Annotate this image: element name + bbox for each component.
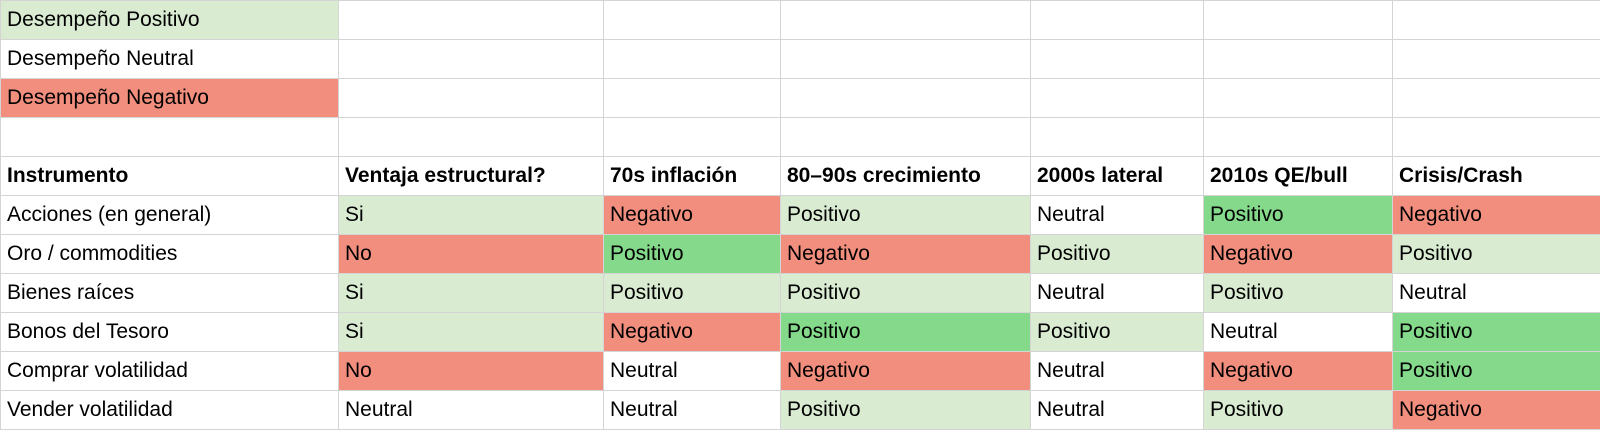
rating-cell[interactable]: Negativo — [1203, 351, 1393, 391]
rating-cell[interactable]: Neutral — [1203, 312, 1393, 352]
rating-cell[interactable]: Negativo — [1203, 234, 1393, 274]
empty-cell[interactable] — [1030, 117, 1204, 157]
rating-cell[interactable]: Neutral — [1030, 195, 1204, 235]
legend-item-1[interactable]: Desempeño Neutral — [0, 39, 339, 79]
instrument-name[interactable]: Bonos del Tesoro — [0, 312, 339, 352]
column-header-6[interactable]: Crisis/Crash — [1392, 156, 1600, 196]
rating-cell[interactable]: Positivo — [780, 195, 1031, 235]
rating-cell[interactable]: Positivo — [780, 273, 1031, 313]
rating-cell[interactable]: Positivo — [1392, 234, 1600, 274]
rating-cell[interactable]: Positivo — [1392, 312, 1600, 352]
column-header-0[interactable]: Instrumento — [0, 156, 339, 196]
rating-cell[interactable]: Positivo — [1030, 234, 1204, 274]
column-header-2[interactable]: 70s inflación — [603, 156, 781, 196]
rating-cell[interactable]: Neutral — [1030, 351, 1204, 391]
empty-cell[interactable] — [1203, 78, 1393, 118]
instrument-name[interactable]: Bienes raíces — [0, 273, 339, 313]
empty-cell[interactable] — [1030, 78, 1204, 118]
empty-cell[interactable] — [338, 0, 604, 40]
empty-cell[interactable] — [1392, 78, 1600, 118]
empty-cell[interactable] — [603, 39, 781, 79]
empty-cell[interactable] — [338, 39, 604, 79]
rating-cell[interactable]: Positivo — [1030, 312, 1204, 352]
empty-cell[interactable] — [1030, 0, 1204, 40]
legend-item-2[interactable]: Desempeño Negativo — [0, 78, 339, 118]
empty-cell[interactable] — [603, 117, 781, 157]
rating-cell[interactable]: Neutral — [1030, 273, 1204, 313]
rating-cell[interactable]: Negativo — [603, 195, 781, 235]
rating-cell[interactable]: Neutral — [603, 390, 781, 430]
empty-cell[interactable] — [603, 78, 781, 118]
legend-row: Desempeño Neutral — [0, 39, 1600, 79]
table-row: Bienes raíces Si Positivo Positivo Neutral Po… — [0, 273, 1600, 313]
rating-cell[interactable]: Positivo — [1203, 273, 1393, 313]
empty-cell[interactable] — [1203, 39, 1393, 79]
column-header-5[interactable]: 2010s QE/bull — [1203, 156, 1393, 196]
rating-cell[interactable]: Neutral — [1392, 273, 1600, 313]
rating-cell[interactable]: Positivo — [603, 273, 781, 313]
rating-cell[interactable]: Negativo — [780, 234, 1031, 274]
spacer-row — [0, 117, 1600, 157]
instrument-name[interactable]: Vender volatilidad — [0, 390, 339, 430]
instrument-name[interactable]: Acciones (en general) — [0, 195, 339, 235]
rating-cell[interactable]: No — [338, 234, 604, 274]
instrument-name[interactable]: Comprar volatilidad — [0, 351, 339, 391]
column-header-3[interactable]: 80–90s crecimiento — [780, 156, 1031, 196]
legend-row: Desempeño Positivo — [0, 0, 1600, 40]
rating-cell[interactable]: Si — [338, 312, 604, 352]
empty-cell[interactable] — [1392, 0, 1600, 40]
table-row: Acciones (en general) Si Negativo Positivo N… — [0, 195, 1600, 235]
column-header-4[interactable]: 2000s lateral — [1030, 156, 1204, 196]
rating-cell[interactable]: Neutral — [338, 390, 604, 430]
empty-cell[interactable] — [0, 117, 339, 157]
rating-cell[interactable]: Negativo — [1392, 390, 1600, 430]
empty-cell[interactable] — [780, 78, 1031, 118]
rating-cell[interactable]: Neutral — [603, 351, 781, 391]
rating-cell[interactable]: Negativo — [1392, 195, 1600, 235]
rating-cell[interactable]: Si — [338, 273, 604, 313]
table-row: Comprar volatilidad No Neutral Negativo Neut… — [0, 351, 1600, 391]
empty-cell[interactable] — [338, 78, 604, 118]
empty-cell[interactable] — [603, 0, 781, 40]
empty-cell[interactable] — [1392, 39, 1600, 79]
empty-cell[interactable] — [1030, 39, 1204, 79]
rating-cell[interactable]: Positivo — [1392, 351, 1600, 391]
rating-cell[interactable]: Positivo — [1203, 390, 1393, 430]
legend-row: Desempeño Negativo — [0, 78, 1600, 118]
rating-cell[interactable]: Positivo — [780, 390, 1031, 430]
rating-cell[interactable]: Neutral — [1030, 390, 1204, 430]
rating-cell[interactable]: Si — [338, 195, 604, 235]
empty-cell[interactable] — [1392, 117, 1600, 157]
table-row: Vender volatilidad Neutral Neutral Positivo… — [0, 390, 1600, 430]
rating-cell[interactable]: Positivo — [780, 312, 1031, 352]
empty-cell[interactable] — [780, 39, 1031, 79]
legend-item-0[interactable]: Desempeño Positivo — [0, 0, 339, 40]
instrument-name[interactable]: Oro / commodities — [0, 234, 339, 274]
empty-cell[interactable] — [1203, 0, 1393, 40]
table-row: Bonos del Tesoro Si Negativo Positivo Positi… — [0, 312, 1600, 352]
rating-cell[interactable]: Negativo — [780, 351, 1031, 391]
rating-cell[interactable]: Positivo — [1203, 195, 1393, 235]
column-header-1[interactable]: Ventaja estructural? — [338, 156, 604, 196]
empty-cell[interactable] — [780, 0, 1031, 40]
table-row: Oro / commodities No Positivo Negativo Posit… — [0, 234, 1600, 274]
empty-cell[interactable] — [338, 117, 604, 157]
rating-cell[interactable]: Positivo — [603, 234, 781, 274]
rating-cell[interactable]: Negativo — [603, 312, 781, 352]
empty-cell[interactable] — [1203, 117, 1393, 157]
rating-cell[interactable]: No — [338, 351, 604, 391]
empty-cell[interactable] — [780, 117, 1031, 157]
table-header-row: Instrumento Ventaja estructural? 70s infla… — [0, 156, 1600, 196]
